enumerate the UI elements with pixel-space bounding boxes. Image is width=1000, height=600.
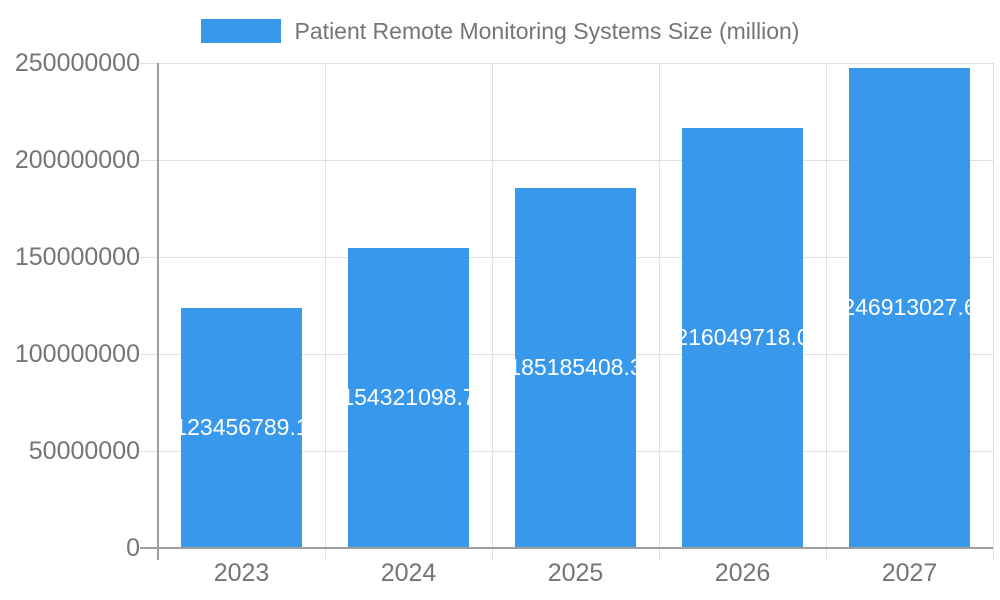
y-axis-tick-label: 250000000	[14, 49, 140, 77]
v-gridline	[992, 63, 994, 560]
legend-swatch	[200, 19, 281, 43]
x-axis-tick-label: 2024	[380, 559, 437, 587]
bar-2027[interactable]: 246913027.6	[849, 68, 970, 547]
bar-value-label: 123456789.1	[181, 413, 302, 440]
h-gridline	[140, 159, 993, 161]
bar-2025[interactable]: 185185408.3	[515, 187, 636, 547]
bar-value-label: 154321098.7	[348, 383, 469, 410]
plot-area: 123456789.1 154321098.7 185185408.3 2160497…	[140, 62, 994, 587]
y-axis-tick-label: 0	[126, 534, 140, 562]
bar-value-label: 246913027.6	[849, 294, 970, 320]
y-axis-line	[157, 63, 159, 560]
x-axis-tick-label: 2027	[881, 559, 938, 587]
x-axis-line	[140, 547, 993, 549]
y-axis-tick-label: 100000000	[14, 340, 140, 368]
legend-label: Patient Remote Monitoring Systems Size (…	[294, 17, 800, 44]
bar-2023[interactable]: 123456789.1	[181, 307, 302, 547]
v-gridline	[324, 63, 326, 560]
y-axis-tick-label: 50000000	[28, 437, 140, 465]
x-axis-tick-label: 2026	[714, 559, 771, 587]
v-gridline	[658, 63, 660, 560]
v-gridline	[491, 63, 493, 560]
x-axis-tick-label: 2023	[213, 559, 270, 587]
bar-2026[interactable]: 216049718.0	[682, 127, 803, 547]
bar-2024[interactable]: 154321098.7	[348, 247, 469, 547]
bar-value-label: 185185408.3	[515, 353, 636, 380]
y-axis-tick-label: 200000000	[14, 146, 140, 174]
y-axis-tick-label: 150000000	[14, 243, 140, 271]
bar-value-label: 216049718.0	[682, 323, 803, 350]
chart-legend[interactable]: Patient Remote Monitoring Systems Size (…	[0, 12, 1000, 50]
h-gridline	[140, 62, 993, 64]
x-axis-tick-label: 2025	[547, 559, 604, 587]
v-gridline	[825, 63, 827, 560]
